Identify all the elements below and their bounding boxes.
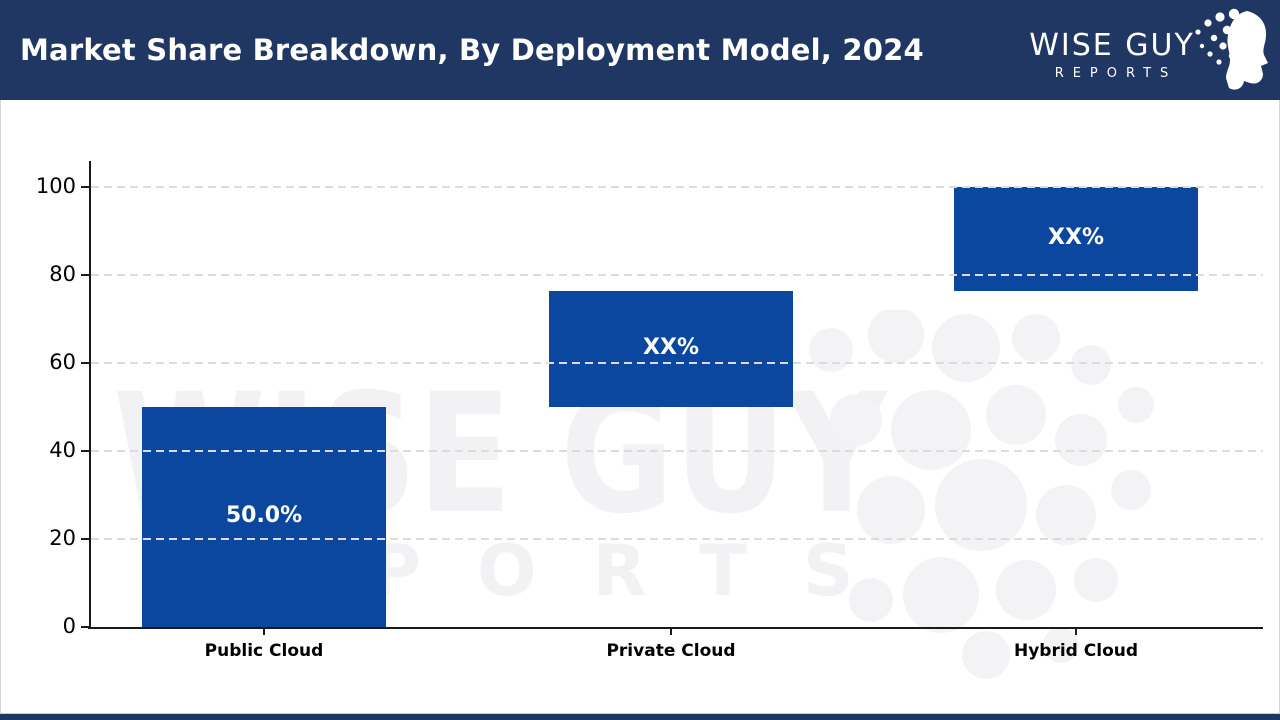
logo-subtext: REPORTS bbox=[1054, 66, 1178, 81]
watermark-face-icon bbox=[809, 310, 1154, 679]
logo-face-icon bbox=[1195, 8, 1268, 90]
y-tick-label: 80 bbox=[49, 262, 76, 286]
y-tick bbox=[81, 538, 89, 540]
page-title: Market Share Breakdown, By Deployment Mo… bbox=[20, 33, 924, 67]
y-tick-label: 0 bbox=[62, 614, 76, 638]
y-tick bbox=[81, 274, 89, 276]
x-category-label: Private Cloud bbox=[606, 641, 736, 661]
x-tick bbox=[1075, 629, 1077, 635]
brand-logo: WISE GUY REPORTS bbox=[1028, 6, 1268, 96]
x-tick bbox=[263, 629, 265, 635]
y-tick-label: 40 bbox=[49, 438, 76, 462]
x-category-label: Public Cloud bbox=[204, 641, 324, 661]
y-tick-label: 20 bbox=[49, 526, 76, 550]
grid-line bbox=[91, 186, 1263, 188]
bar-value-label: XX% bbox=[643, 334, 699, 360]
x-axis-line bbox=[88, 627, 1263, 629]
bar bbox=[954, 187, 1198, 291]
logo-wordmark: WISE GUY bbox=[1029, 28, 1195, 63]
grid-line bbox=[91, 362, 1263, 364]
x-tick bbox=[670, 629, 672, 635]
grid-line bbox=[91, 538, 1263, 540]
bar-value-label: XX% bbox=[1048, 224, 1104, 250]
bar bbox=[549, 290, 793, 407]
y-axis-line bbox=[89, 161, 91, 629]
footer-bar bbox=[0, 713, 1280, 720]
bar-value-label: 50.0% bbox=[225, 503, 303, 528]
header-bar: Market Share Breakdown, By Deployment Mo… bbox=[0, 0, 1280, 100]
y-tick bbox=[81, 362, 89, 364]
y-tick bbox=[81, 450, 89, 452]
grid-line bbox=[91, 450, 1263, 452]
bar bbox=[142, 407, 386, 627]
y-tick-label: 100 bbox=[35, 174, 76, 198]
grid-line bbox=[91, 274, 1263, 276]
y-tick bbox=[81, 626, 89, 628]
y-tick bbox=[81, 186, 89, 188]
x-category-label: Hybrid Cloud bbox=[1013, 641, 1139, 661]
y-tick-label: 60 bbox=[49, 350, 76, 374]
